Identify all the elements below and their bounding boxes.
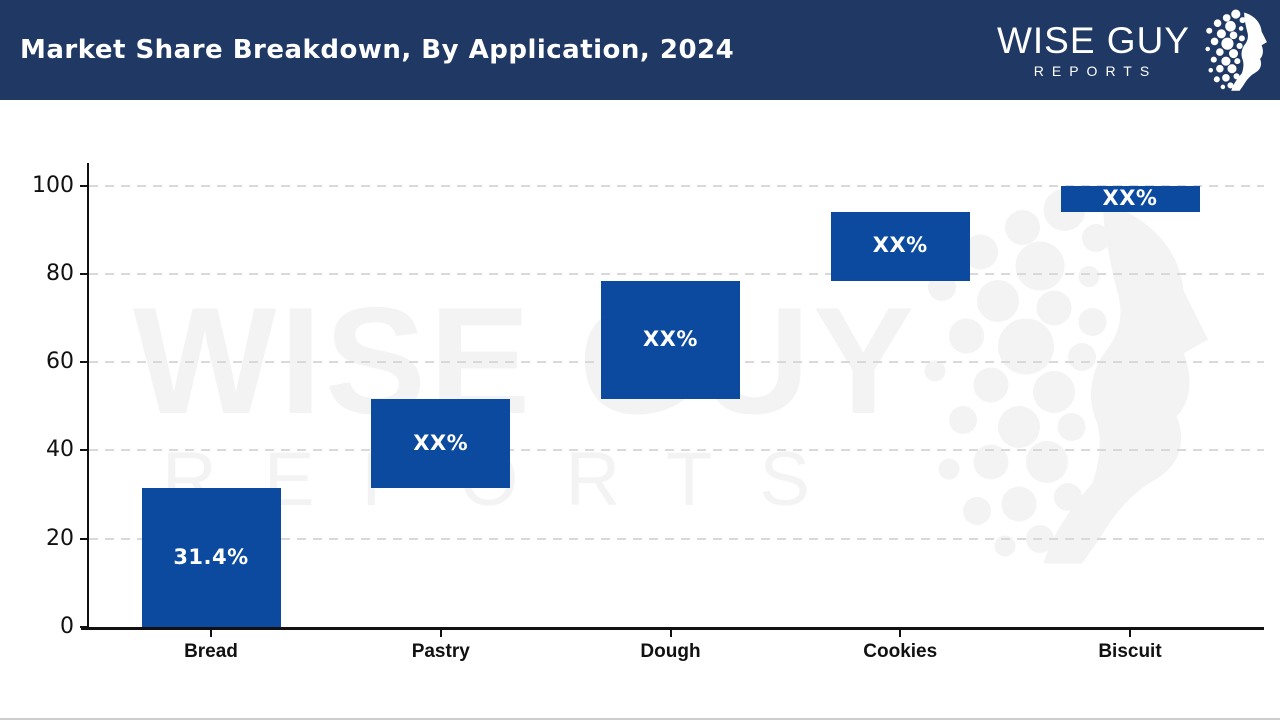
bar-biscuit [1060,185,1200,212]
bar-value-label: XX% [872,233,928,258]
bar-value-label: XX% [413,430,469,455]
y-tick-label: 0 [60,614,74,639]
y-axis [87,163,89,629]
y-tick [80,626,88,628]
y-tick-label: 40 [46,437,74,463]
y-tick [80,272,88,275]
x-tick [439,629,442,637]
y-tick [80,537,88,540]
bar-dough [601,280,740,400]
bar-pastry [371,399,511,489]
bar-value-label: XX% [1102,185,1158,210]
x-tick [899,629,902,637]
bar-cookies [830,211,970,281]
y-tick-label: 80 [46,260,74,286]
x-category-label: Biscuit [1098,641,1162,662]
x-tick [669,629,672,637]
y-tick-label: 100 [32,172,74,198]
x-category-label: Dough [640,641,701,662]
grid-line [89,537,1264,540]
x-category-label: Bread [184,641,238,662]
chart-title: Market Share Breakdown, By Application, … [20,35,735,65]
grid-line [89,184,1264,187]
brand-logo-text: WISE GUY REPORTS [997,22,1190,79]
logo-wordmark: WISE GUY [996,19,1190,61]
y-tick [80,361,88,364]
brand-logo: WISE GUY REPORTS [997,6,1270,94]
x-tick [210,629,212,637]
grid-line [89,272,1264,275]
x-axis [81,627,1264,630]
x-category-label: Pastry [411,641,470,662]
watermark-wordmark: WISE GUY [133,276,918,446]
y-tick [80,449,88,452]
grid-line [89,449,1264,452]
bar-bread [141,488,281,627]
y-tick-label: 20 [46,525,74,551]
bar-value-label: 31.4% [173,544,249,569]
header-bar: Market Share Breakdown, By Application, … [0,0,1280,100]
y-tick [80,184,88,187]
logo-subtext: REPORTS [1033,62,1158,79]
x-tick [1129,629,1131,637]
bar-value-label: XX% [643,327,698,352]
x-category-label: Cookies [863,641,938,662]
head-dots-icon [1205,9,1267,91]
y-tick-label: 60 [46,349,74,375]
bottom-border [0,718,1280,720]
